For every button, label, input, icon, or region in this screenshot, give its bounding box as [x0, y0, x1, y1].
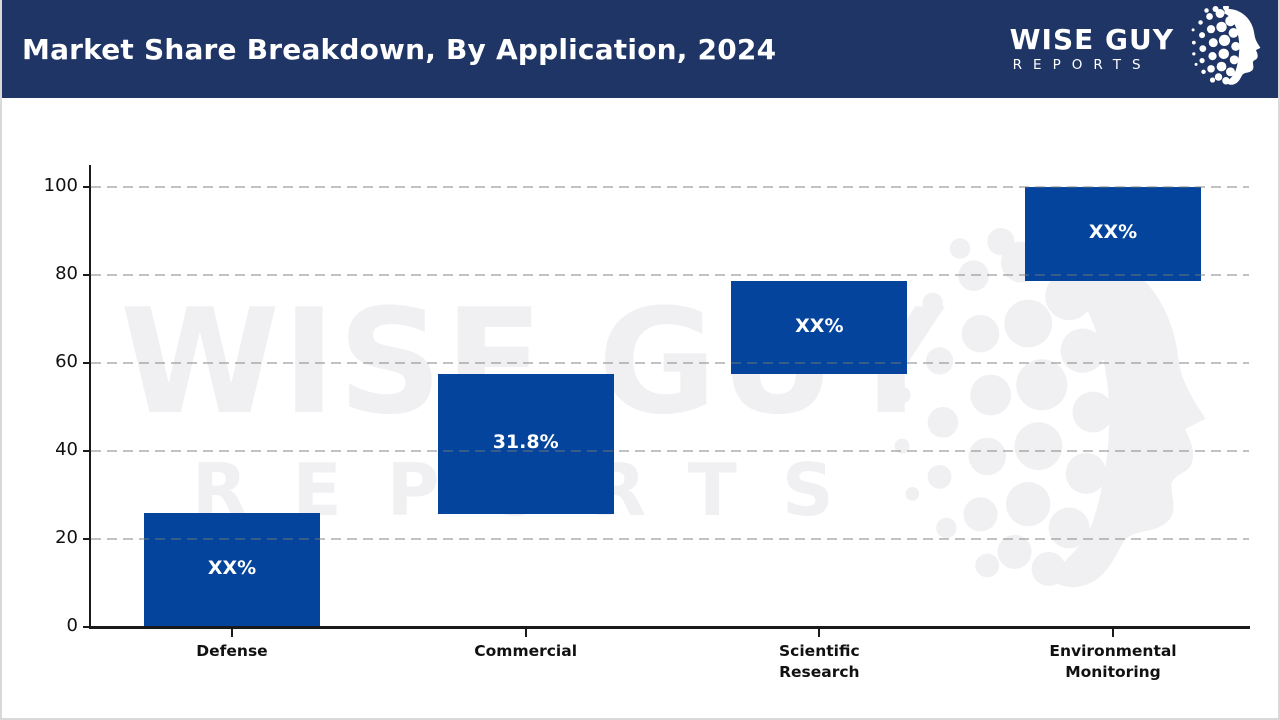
gridline: [91, 450, 1249, 452]
y-tick-label: 100: [43, 175, 78, 196]
logo-wordmark-line2: REPORTS: [1012, 57, 1152, 74]
x-category-label-line: Environmental: [1049, 642, 1177, 660]
y-axis-line: [89, 165, 91, 629]
y-tick-mark: [83, 626, 90, 628]
bar: [1025, 187, 1201, 282]
x-category-label: Environmental Monitoring: [993, 641, 1233, 683]
bar-value-label: XX%: [795, 314, 844, 337]
x-tick-mark: [231, 629, 233, 637]
x-category-label: Scientific Research: [699, 641, 939, 683]
page-title: Market Share Breakdown, By Application, …: [22, 32, 777, 66]
bar-value-label: XX%: [1088, 221, 1138, 244]
y-tick-mark: [83, 362, 90, 364]
x-category-label-line: Defense: [196, 642, 268, 660]
y-tick-label: 40: [55, 439, 78, 460]
x-tick-mark: [1112, 629, 1114, 637]
y-tick-label: 0: [66, 615, 78, 636]
logo-wordmark-line1: WISE GUY: [1009, 22, 1174, 56]
x-tick-mark: [818, 629, 821, 637]
bar-value-label: XX%: [207, 557, 257, 580]
y-tick-label: 20: [55, 527, 78, 548]
y-tick-mark: [83, 538, 90, 540]
x-category-label: Defense: [112, 641, 352, 662]
bar-value-label: 31.8%: [492, 430, 559, 453]
y-tick-mark: [83, 186, 90, 188]
y-tick-label: 60: [55, 351, 78, 372]
gridline: [91, 362, 1249, 364]
wise-guy-logo: WISE GUY REPORTS: [1010, 6, 1268, 92]
x-category-label-line: Commercial: [474, 642, 578, 660]
x-category-label-line: Scientific: [779, 642, 860, 660]
x-category-label: Commercial: [406, 641, 646, 662]
gridline: [91, 538, 1249, 540]
y-tick-label: 80: [55, 263, 78, 284]
x-category-label-line: Monitoring: [1065, 662, 1161, 681]
y-tick-mark: [83, 450, 90, 452]
x-category-label-line: Research: [779, 662, 860, 681]
header: Market Share Breakdown, By Application, …: [2, 0, 1278, 98]
logo-wordmark: WISE GUY REPORTS: [1009, 22, 1174, 74]
gridline: [91, 186, 1249, 188]
y-tick-mark: [83, 274, 90, 276]
x-tick-mark: [524, 629, 527, 637]
logo-head-icon: [1191, 6, 1261, 85]
bar: [731, 281, 908, 374]
x-axis-line: [89, 626, 1250, 629]
bar: [437, 374, 614, 514]
gridline: [91, 274, 1249, 276]
bar: [144, 513, 320, 627]
